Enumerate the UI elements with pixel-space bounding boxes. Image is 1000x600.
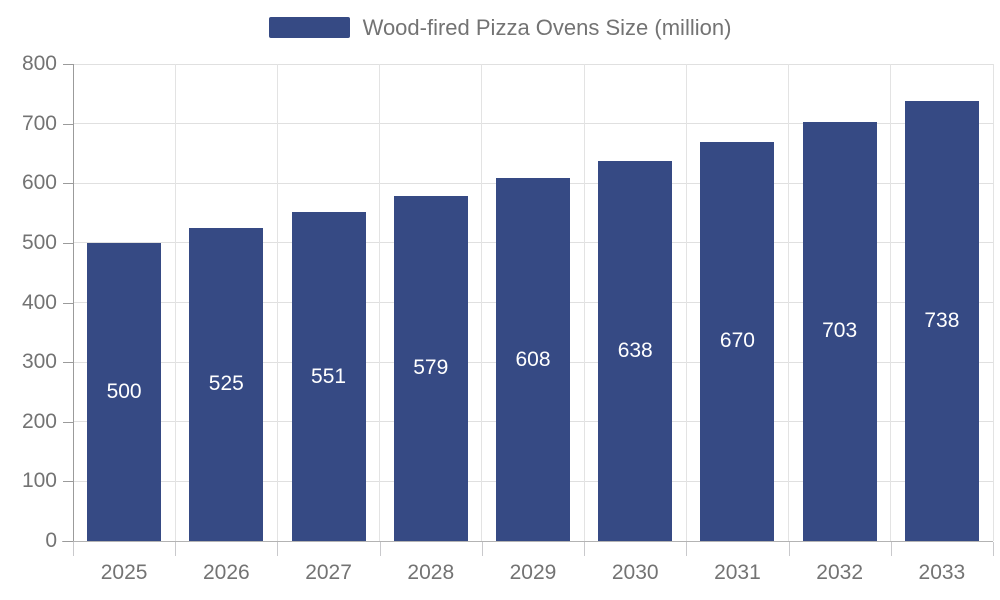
bar-2031[interactable]: 670	[700, 141, 775, 541]
x-gridline	[890, 64, 892, 541]
plot-area: 500 525 551 579 608 638 670 703 738	[73, 63, 994, 541]
x-axis-tick	[993, 542, 994, 556]
bar-value-label: 608	[515, 347, 551, 371]
bar-value-label: 638	[617, 338, 653, 362]
x-tick-label: 2029	[509, 561, 557, 584]
x-tick-label: 2028	[407, 561, 455, 584]
bar-2026[interactable]: 525	[189, 227, 264, 541]
legend-label: Wood-fired Pizza Ovens Size (million)	[362, 15, 732, 40]
bar-2027[interactable]: 551	[291, 212, 366, 541]
bar-value-label: 703	[822, 319, 858, 343]
bar-value-label: 579	[413, 356, 449, 380]
y-gridline	[73, 123, 993, 125]
x-axis-tick	[277, 542, 279, 556]
y-axis-tick	[63, 421, 73, 423]
x-tick-label: 2025	[100, 561, 148, 584]
x-gridline	[583, 64, 585, 541]
y-axis-tick	[63, 362, 73, 364]
y-tick-label: 300	[21, 350, 57, 374]
legend[interactable]: Wood-fired Pizza Ovens Size (million)	[0, 14, 1000, 41]
x-axis-tick	[73, 542, 74, 556]
y-tick-label: 800	[21, 52, 57, 75]
x-axis-tick	[584, 542, 586, 556]
legend-swatch	[268, 17, 350, 38]
x-gridline	[174, 64, 176, 541]
y-axis-tick	[63, 302, 73, 304]
x-tick-label: 2030	[611, 561, 659, 584]
x-tick-label: 2027	[305, 561, 352, 584]
y-axis-tick	[63, 541, 73, 542]
y-tick-label: 100	[21, 469, 57, 493]
x-gridline	[685, 64, 687, 541]
y-axis-tick	[63, 123, 73, 125]
x-gridline	[992, 64, 994, 541]
bar-value-label: 551	[311, 364, 347, 388]
bar-2029[interactable]: 608	[496, 178, 570, 541]
x-gridline	[788, 64, 790, 541]
x-axis-tick	[686, 542, 688, 556]
x-axis-tick	[175, 542, 177, 556]
y-axis-line	[73, 64, 74, 541]
x-axis-tick	[379, 542, 381, 556]
y-tick-label: 400	[21, 290, 57, 314]
x-gridline	[379, 64, 381, 541]
x-tick-label: 2026	[202, 561, 250, 584]
x-gridline	[276, 64, 278, 541]
y-tick-label: 0	[45, 529, 57, 552]
bar-value-label: 525	[208, 372, 244, 396]
x-axis-tick	[890, 542, 892, 556]
y-axis-tick	[63, 481, 73, 483]
y-tick-label: 500	[21, 230, 57, 254]
x-gridline	[481, 64, 483, 541]
x-tick-label: 2033	[918, 561, 966, 584]
y-axis-tick	[63, 242, 73, 244]
y-tick-label: 700	[21, 111, 57, 135]
bar-2025[interactable]: 500	[87, 242, 162, 541]
bar-value-label: 738	[924, 308, 960, 332]
y-axis-tick	[63, 64, 73, 65]
x-axis-line	[62, 541, 993, 542]
x-tick-label: 2031	[714, 561, 761, 584]
y-tick-label: 200	[21, 409, 57, 433]
bar-value-label: 670	[719, 329, 755, 353]
x-axis-tick	[788, 542, 790, 556]
y-gridline	[73, 63, 993, 65]
y-tick-label: 600	[21, 171, 57, 195]
bar-2030[interactable]: 638	[598, 160, 673, 541]
x-axis-tick	[481, 542, 483, 556]
bar-value-label: 500	[106, 379, 142, 403]
bar-2032[interactable]: 703	[802, 121, 877, 541]
bar-2028[interactable]: 579	[393, 195, 468, 541]
bar-2033[interactable]: 738	[904, 100, 979, 541]
x-tick-label: 2032	[816, 561, 864, 584]
y-axis-tick	[63, 183, 73, 185]
